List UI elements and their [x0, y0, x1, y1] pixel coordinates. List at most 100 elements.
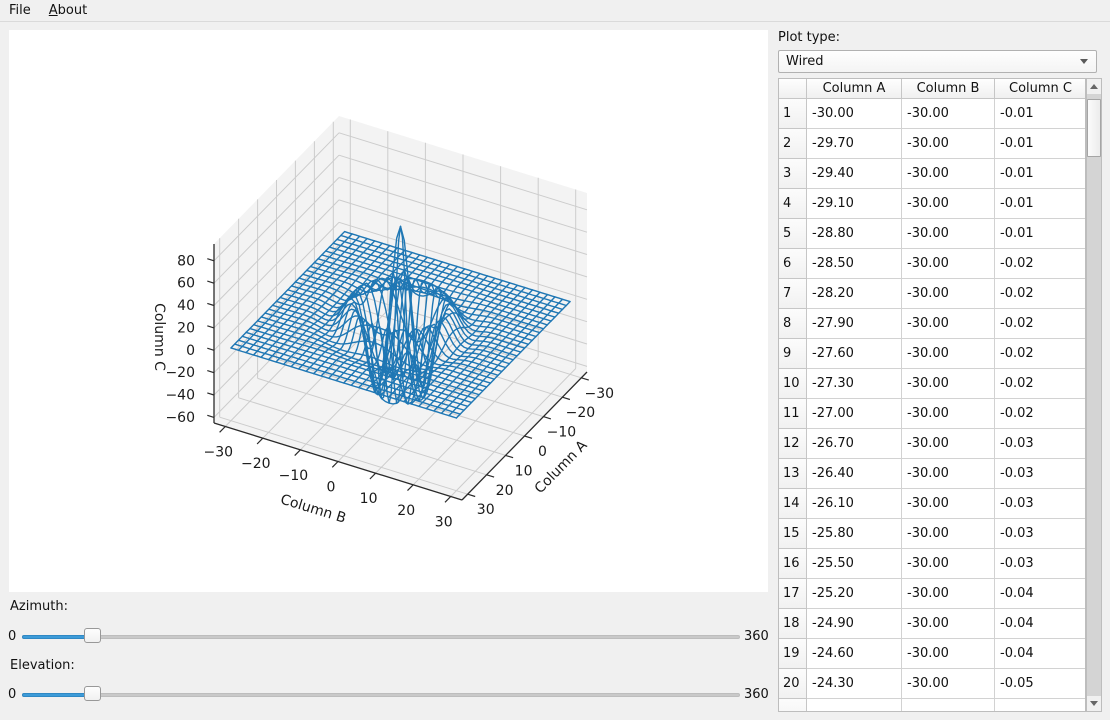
table-cell[interactable]: -30.00: [902, 159, 995, 189]
table-cell[interactable]: -0.03: [995, 429, 1085, 459]
elevation-label: Elevation:: [10, 658, 75, 673]
svg-text:−20: −20: [241, 456, 271, 472]
elevation-slider[interactable]: [22, 686, 740, 704]
azimuth-slider-groove[interactable]: [22, 635, 740, 639]
table-cell[interactable]: -27.30: [807, 369, 902, 399]
table-cell[interactable]: -30.00: [902, 309, 995, 339]
table-cell[interactable]: -24.30: [807, 669, 902, 699]
row-header[interactable]: 14: [779, 489, 807, 519]
table-cell[interactable]: -0.01: [995, 99, 1085, 129]
table-cell[interactable]: -30.00: [902, 519, 995, 549]
table-cell[interactable]: -0.01: [995, 219, 1085, 249]
table-cell[interactable]: -0.03: [995, 489, 1085, 519]
table-cell[interactable]: -30.00: [902, 489, 995, 519]
table-cell[interactable]: -30.00: [902, 369, 995, 399]
table-cell[interactable]: -29.10: [807, 189, 902, 219]
table-cell[interactable]: -28.50: [807, 249, 902, 279]
azimuth-slider-handle[interactable]: [84, 628, 101, 643]
table-cell[interactable]: -30.00: [902, 249, 995, 279]
row-header[interactable]: 4: [779, 189, 807, 219]
table-cell[interactable]: -0.05: [995, 669, 1085, 699]
table-cell[interactable]: -27.60: [807, 339, 902, 369]
table-cell[interactable]: -28.80: [807, 219, 902, 249]
row-header[interactable]: 12: [779, 429, 807, 459]
table-cell[interactable]: -30.00: [807, 99, 902, 129]
table-cell[interactable]: -0.01: [995, 189, 1085, 219]
table-cell[interactable]: -24.90: [807, 609, 902, 639]
table-cell[interactable]: -30.00: [902, 279, 995, 309]
table-cell[interactable]: -30.00: [902, 399, 995, 429]
table-vertical-scrollbar[interactable]: [1086, 78, 1102, 712]
menu-file[interactable]: File: [9, 3, 31, 18]
table-cell[interactable]: -30.00: [902, 129, 995, 159]
table-row: 17 -25.20 -30.00 -0.04: [779, 579, 1085, 609]
azimuth-slider[interactable]: [22, 628, 740, 646]
table-cell[interactable]: -0.02: [995, 399, 1085, 429]
row-header[interactable]: 1: [779, 99, 807, 129]
table-cell[interactable]: -30.00: [902, 189, 995, 219]
table-cell[interactable]: -0.02: [995, 339, 1085, 369]
table-cell[interactable]: -27.90: [807, 309, 902, 339]
table-cell[interactable]: -0.04: [995, 639, 1085, 669]
row-header[interactable]: 2: [779, 129, 807, 159]
table-cell[interactable]: -0.02: [995, 249, 1085, 279]
row-header[interactable]: 8: [779, 309, 807, 339]
row-header[interactable]: 13: [779, 459, 807, 489]
table-cell[interactable]: -0.02: [995, 309, 1085, 339]
table-cell[interactable]: -0.03: [995, 519, 1085, 549]
elevation-slider-groove[interactable]: [22, 693, 740, 697]
table-cell[interactable]: -27.00: [807, 399, 902, 429]
table-cell[interactable]: -0.04: [995, 609, 1085, 639]
table-cell[interactable]: -25.20: [807, 579, 902, 609]
table-cell[interactable]: -29.70: [807, 129, 902, 159]
plot-type-combobox[interactable]: Wired: [778, 50, 1097, 73]
row-header[interactable]: 3: [779, 159, 807, 189]
table-cell[interactable]: -30.00: [902, 459, 995, 489]
table-cell[interactable]: -28.20: [807, 279, 902, 309]
table-cell[interactable]: -30.00: [902, 579, 995, 609]
table-cell[interactable]: -26.70: [807, 429, 902, 459]
table-cell[interactable]: -0.04: [995, 579, 1085, 609]
row-header[interactable]: 7: [779, 279, 807, 309]
menu-about[interactable]: About: [48, 3, 88, 18]
table-cell[interactable]: -0.02: [995, 369, 1085, 399]
table-cell[interactable]: -0.01: [995, 129, 1085, 159]
table-cell[interactable]: -26.10: [807, 489, 902, 519]
row-header[interactable]: 10: [779, 369, 807, 399]
row-header[interactable]: 15: [779, 519, 807, 549]
row-header[interactable]: 19: [779, 639, 807, 669]
table-cell[interactable]: -30.00: [902, 639, 995, 669]
table-cell[interactable]: -30.00: [902, 429, 995, 459]
table-cell[interactable]: -25.80: [807, 519, 902, 549]
table-cell[interactable]: -30.00: [902, 339, 995, 369]
row-header[interactable]: 5: [779, 219, 807, 249]
table-cell[interactable]: -26.40: [807, 459, 902, 489]
table-cell[interactable]: -25.50: [807, 549, 902, 579]
table-cell[interactable]: -0.03: [995, 549, 1085, 579]
table-cell[interactable]: -0.01: [995, 159, 1085, 189]
table-cell[interactable]: -0.03: [995, 459, 1085, 489]
row-header[interactable]: 20: [779, 669, 807, 699]
scroll-up-button[interactable]: [1087, 79, 1101, 94]
scrollbar-thumb[interactable]: [1087, 99, 1101, 157]
column-header-a[interactable]: Column A: [807, 79, 902, 99]
column-header-c[interactable]: Column C: [995, 79, 1085, 99]
table-cell[interactable]: -24.60: [807, 639, 902, 669]
table-cell[interactable]: -30.00: [902, 549, 995, 579]
scroll-down-button[interactable]: [1087, 696, 1101, 711]
row-header[interactable]: 11: [779, 399, 807, 429]
table-cell[interactable]: -30.00: [902, 99, 995, 129]
table-cell[interactable]: -30.00: [902, 219, 995, 249]
table-cell[interactable]: -30.00: [902, 669, 995, 699]
row-header[interactable]: 6: [779, 249, 807, 279]
plot-3d-figure: −30 −20 −10 0 10 20 30 −30 −20 −10 0 10 20 30 −60 −40 −2…: [9, 30, 768, 592]
row-header[interactable]: 9: [779, 339, 807, 369]
elevation-slider-handle[interactable]: [84, 686, 101, 701]
table-cell[interactable]: -29.40: [807, 159, 902, 189]
table-cell[interactable]: -0.02: [995, 279, 1085, 309]
column-header-b[interactable]: Column B: [902, 79, 995, 99]
row-header[interactable]: 16: [779, 549, 807, 579]
row-header[interactable]: 17: [779, 579, 807, 609]
table-cell[interactable]: -30.00: [902, 609, 995, 639]
row-header[interactable]: 18: [779, 609, 807, 639]
